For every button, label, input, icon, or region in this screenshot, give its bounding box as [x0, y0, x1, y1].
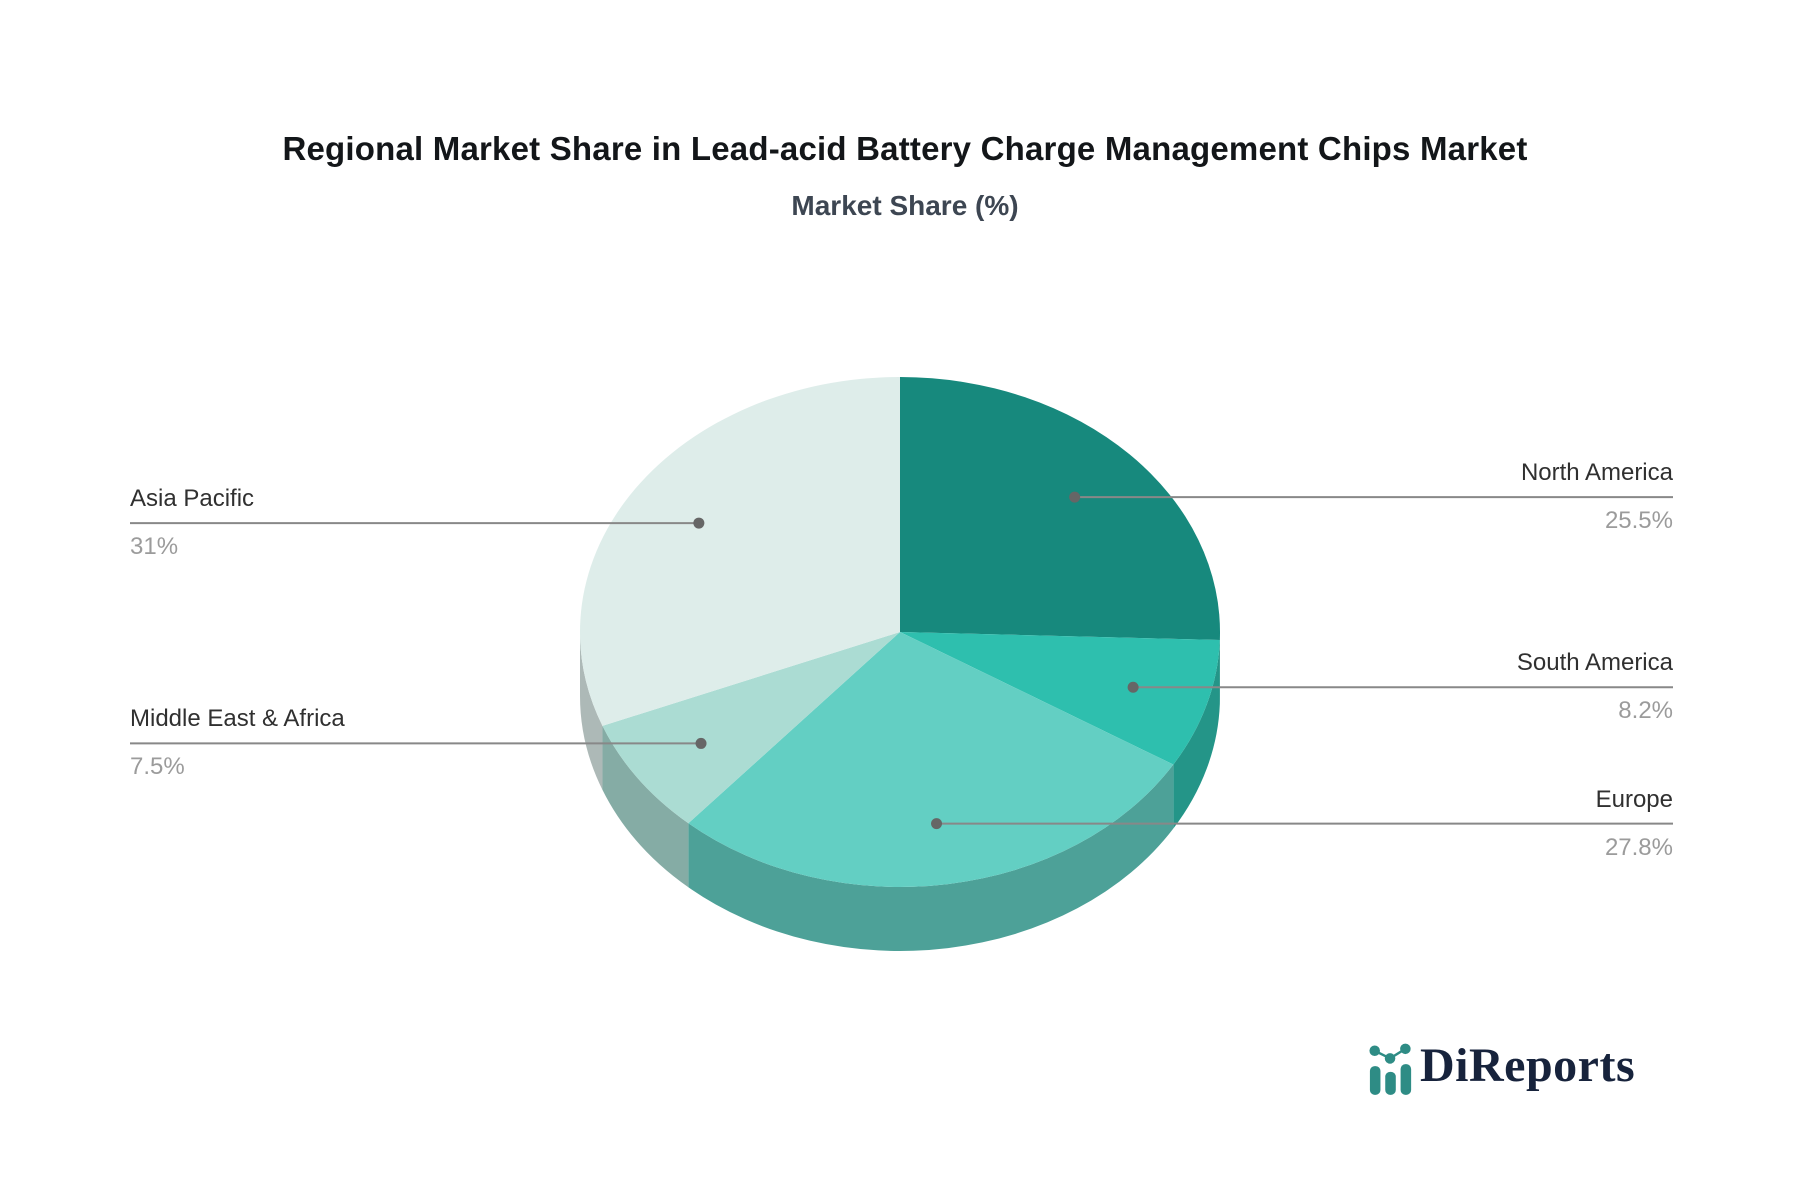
- leader-dot: [1127, 681, 1139, 693]
- leader-dot: [693, 517, 705, 529]
- slice-label: Asia Pacific: [130, 485, 255, 513]
- chart-title: Regional Market Share in Lead-acid Batte…: [282, 130, 1528, 167]
- pie-slice-side: [1173, 640, 1220, 829]
- slice-label: Europe: [1595, 785, 1673, 813]
- bar-chart-icon: [1369, 1043, 1412, 1095]
- chart-subtitle: Market Share (%): [791, 190, 1019, 221]
- pie-slice[interactable]: [900, 632, 1220, 765]
- slice-percent: 25.5%: [1604, 507, 1673, 535]
- slice-percent: 8.2%: [1618, 697, 1673, 725]
- pie-slice[interactable]: [900, 377, 1220, 641]
- slice-label: Middle East & Africa: [130, 705, 345, 733]
- pie-slice-side: [688, 764, 1174, 951]
- pie-slice-side: [602, 725, 689, 888]
- slice-percent: 31%: [130, 533, 179, 561]
- logo-text: DiReports: [1420, 1039, 1636, 1092]
- slice-percent: 27.8%: [1604, 833, 1673, 861]
- slice-label: South America: [1516, 649, 1673, 677]
- leader-dot: [695, 737, 707, 749]
- pie-slice[interactable]: [602, 632, 900, 824]
- slice-label: North America: [1520, 459, 1673, 487]
- pie-slice-side: [580, 632, 603, 790]
- slice-percent: 7.5%: [130, 753, 185, 781]
- pie-slice[interactable]: [579, 377, 900, 726]
- leader-dot: [931, 818, 943, 830]
- direports-logo: DiReports: [1368, 1032, 1688, 1112]
- leader-dot: [1069, 491, 1081, 503]
